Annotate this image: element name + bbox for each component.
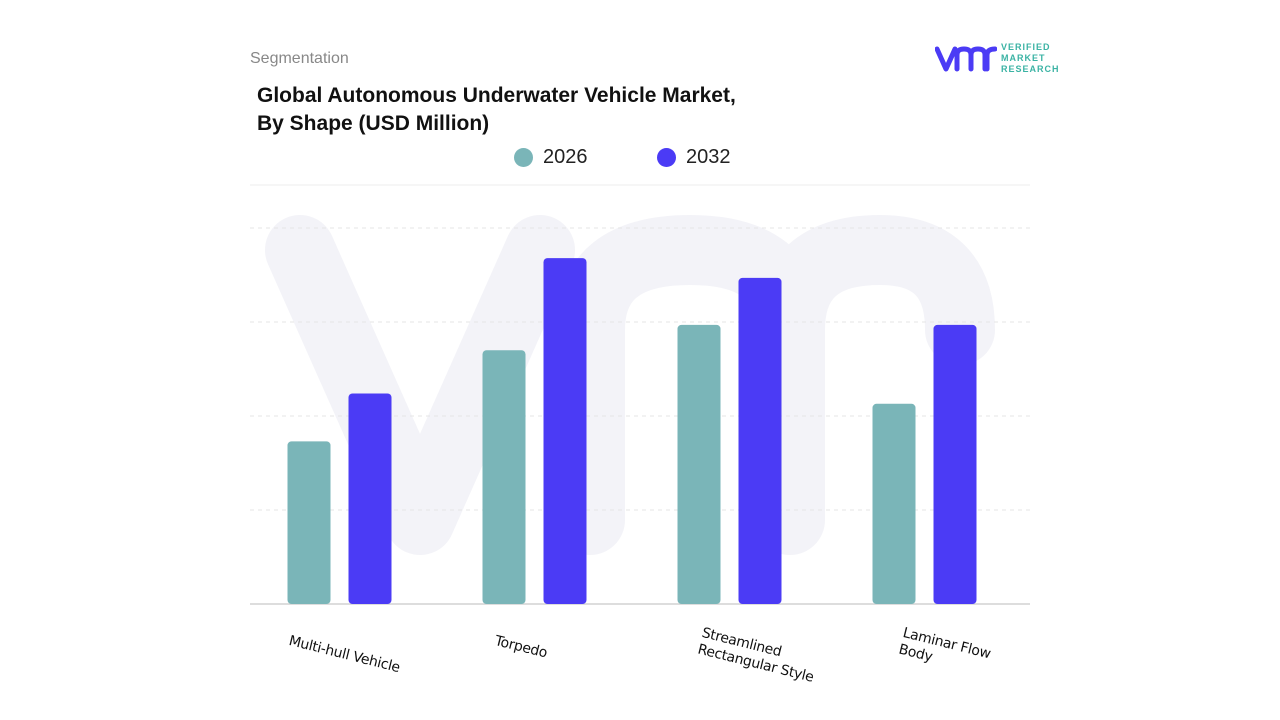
- bar-2032-1: [543, 258, 587, 604]
- bar-2032-3: [933, 324, 977, 604]
- logo: VERIFIED MARKET RESEARCH: [935, 42, 1060, 75]
- bar-2026-2: [677, 324, 721, 604]
- bar-2032-0: [348, 393, 392, 604]
- title-line-1: Global Autonomous Underwater Vehicle Mar…: [257, 84, 736, 107]
- logo-text: VERIFIED MARKET RESEARCH: [1001, 42, 1060, 74]
- bar-2032-2: [738, 277, 782, 604]
- legend-item-2032: 2032: [657, 146, 731, 168]
- watermark-icon: [265, 215, 995, 555]
- chart-title: Global Autonomous Underwater Vehicle Mar…: [257, 82, 736, 138]
- legend-item-2026: 2026: [514, 146, 588, 168]
- title-line-2: By Shape (USD Million): [257, 112, 490, 135]
- bar-2026-3: [872, 403, 916, 604]
- bar-2026-1: [482, 350, 526, 604]
- bar-2026-0: [287, 441, 331, 604]
- section-label: Segmentation: [250, 50, 349, 67]
- vmr-logo-icon: [935, 46, 997, 71]
- legend-swatch-2032: [657, 147, 676, 167]
- legend-swatch-2026: [514, 147, 533, 167]
